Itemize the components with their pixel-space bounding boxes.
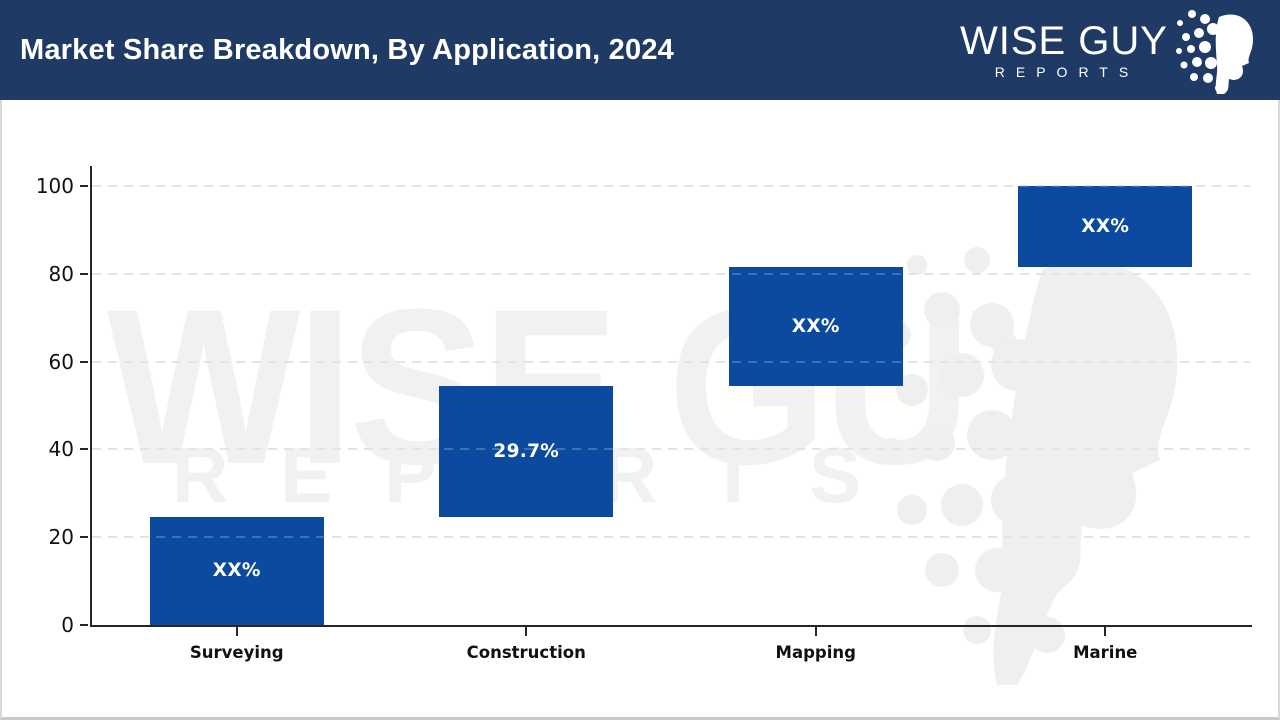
x-tick-mark-surveying: [235, 627, 238, 636]
gridline-40: [92, 448, 1250, 451]
x-tick-mark-construction: [525, 627, 528, 636]
y-tick-label-100: 100: [35, 174, 74, 198]
y-tick-mark-40: [80, 448, 88, 451]
x-tick-mark-marine: [1104, 627, 1107, 636]
x-tick-mark-mapping: [814, 627, 817, 636]
page-title: Market Share Breakdown, By Application, …: [20, 33, 674, 66]
bar-construction: 29.7%: [439, 386, 614, 517]
y-tick-mark-60: [80, 360, 88, 363]
gridline-20: [92, 536, 1250, 539]
y-axis-spine: [90, 166, 92, 627]
bar-value-label-mapping: XX%: [791, 316, 840, 338]
plot-area: XX% 29.7% XX% XX%: [92, 170, 1250, 625]
y-tick-label-60: 60: [48, 349, 74, 374]
logo-wordmark: WISE GUY REPORTS: [960, 21, 1168, 79]
y-tick-mark-20: [80, 536, 88, 539]
y-tick-label-40: 40: [48, 437, 74, 462]
wise-guy-logo: WISE GUY REPORTS: [960, 5, 1256, 95]
x-axis-spine: [90, 625, 1252, 627]
x-tick-label-surveying: Surveying: [189, 643, 284, 662]
gridline-60: [92, 360, 1250, 363]
y-tick-label-20: 20: [48, 525, 74, 550]
logo-line1: WISE GUY: [959, 19, 1168, 63]
x-tick-label-construction: Construction: [466, 643, 586, 662]
bar-value-label-marine: XX%: [1081, 216, 1130, 238]
gridline-overlay-100: [92, 185, 1250, 187]
y-axis: 0 20 40 60 80 100: [2, 170, 88, 637]
bar-value-label-construction: 29.7%: [493, 440, 560, 462]
header-bar: Market Share Breakdown, By Application, …: [0, 0, 1280, 100]
y-tick-label-80: 80: [48, 261, 74, 286]
gridline-100: [92, 185, 1250, 187]
gridline-overlay-20: [92, 536, 1250, 539]
y-tick-mark-0: [80, 624, 88, 626]
bar-mapping: XX%: [728, 267, 903, 387]
bar-surveying: XX%: [149, 516, 324, 625]
y-tick-label-0: 0: [61, 613, 74, 637]
y-tick-mark-100: [80, 185, 88, 187]
gridline-overlay-80: [92, 272, 1250, 275]
gridline-overlay-40: [92, 448, 1250, 451]
x-axis: Surveying Construction Mapping Marine: [92, 627, 1250, 687]
gridline-80: [92, 272, 1250, 275]
logo-face-icon: [1176, 10, 1254, 95]
y-tick-mark-80: [80, 272, 88, 275]
bar-marine: XX%: [1018, 186, 1193, 268]
x-tick-label-mapping: Mapping: [775, 643, 856, 662]
x-tick-label-marine: Marine: [1073, 643, 1138, 662]
gridline-overlay-60: [92, 360, 1250, 363]
bar-value-label-surveying: XX%: [212, 560, 261, 582]
logo-line2: REPORTS: [994, 64, 1140, 80]
